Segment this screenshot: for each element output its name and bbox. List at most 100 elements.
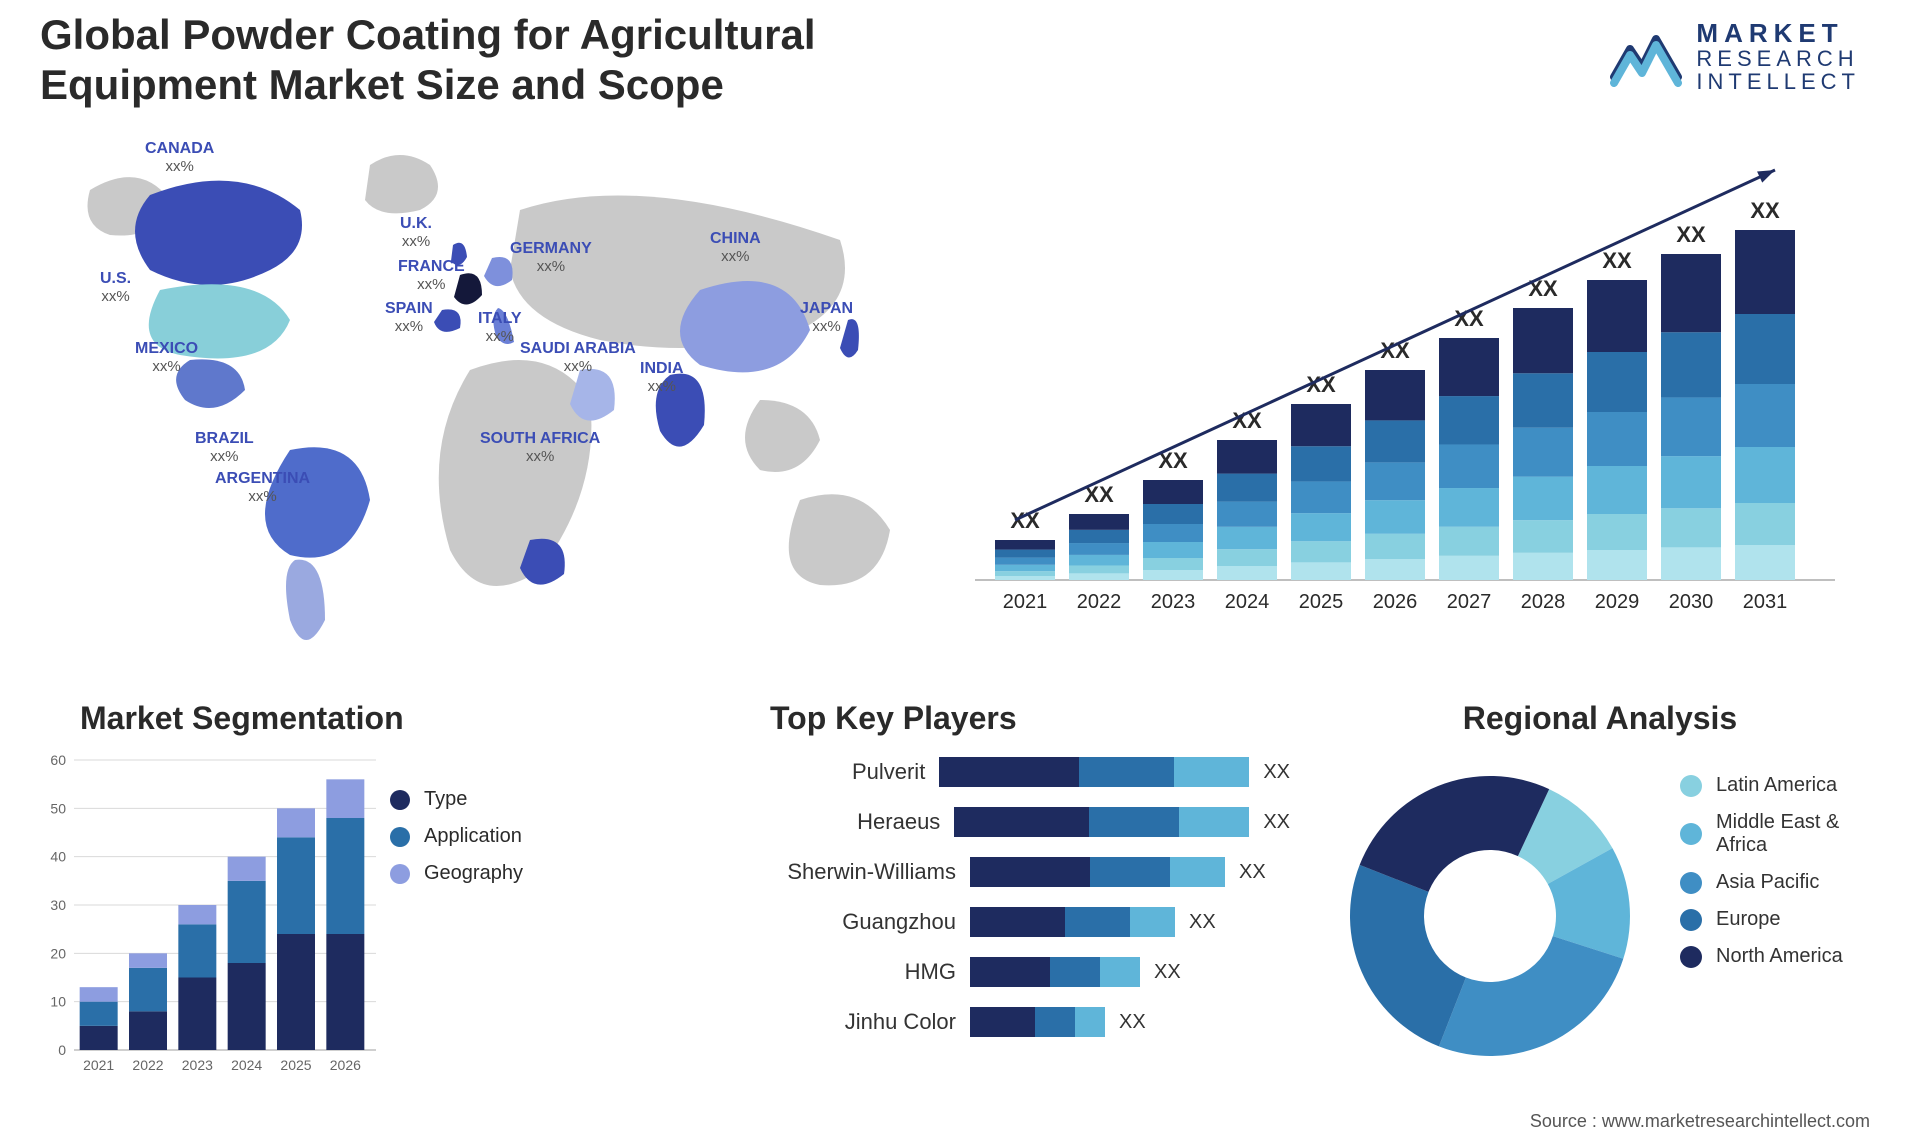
player-value: XX [1263, 811, 1290, 834]
svg-text:2025: 2025 [1299, 591, 1344, 613]
segmentation-title: Market Segmentation [80, 700, 600, 737]
segmentation-chart-svg: 0102030405060202120222023202420252026 [40, 750, 380, 1080]
legend-swatch-icon [1680, 823, 1702, 845]
growth-chart-svg: XX2021XX2022XX2023XX2024XX2025XX2026XX20… [975, 150, 1835, 630]
player-bar-segment [1090, 857, 1170, 887]
legend-label: North America [1716, 945, 1843, 968]
legend-label: Geography [424, 862, 523, 885]
regional-title: Regional Analysis [1320, 700, 1880, 737]
player-bar-segment [1079, 757, 1174, 787]
player-row: GuangzhouXX [770, 901, 1290, 943]
source-line: Source : www.marketresearchintellect.com [1530, 1111, 1870, 1132]
player-bar [970, 957, 1140, 987]
svg-text:XX: XX [1676, 222, 1706, 247]
player-bar-segment [939, 757, 1079, 787]
player-value: XX [1119, 1011, 1146, 1034]
player-bar-segment [970, 1007, 1035, 1037]
legend-swatch-icon [390, 827, 410, 847]
player-row: Pulverit XX [770, 751, 1290, 793]
svg-text:2027: 2027 [1447, 591, 1492, 613]
svg-text:2022: 2022 [132, 1057, 163, 1073]
svg-text:0: 0 [58, 1042, 66, 1058]
player-bar-segment [1065, 907, 1130, 937]
player-name: HMG [770, 959, 970, 985]
player-value: XX [1154, 961, 1181, 984]
svg-text:2028: 2028 [1521, 591, 1566, 613]
svg-text:2023: 2023 [1151, 591, 1196, 613]
player-bar-segment [1089, 807, 1179, 837]
player-bar-segment [1130, 907, 1175, 937]
player-name: Sherwin-Williams [770, 859, 970, 885]
svg-text:2024: 2024 [1225, 591, 1270, 613]
legend-swatch-icon [1680, 872, 1702, 894]
player-value: XX [1263, 761, 1290, 784]
player-row: HMG XX [770, 951, 1290, 993]
regional-legend-item: Latin America [1680, 774, 1880, 797]
svg-text:2021: 2021 [83, 1057, 114, 1073]
player-bar-segment [970, 907, 1065, 937]
player-bar-segment [954, 807, 1089, 837]
svg-text:2021: 2021 [1003, 591, 1048, 613]
legend-label: Latin America [1716, 774, 1837, 797]
svg-text:2026: 2026 [1373, 591, 1418, 613]
player-name: Guangzhou [770, 909, 970, 935]
brand-logo: MARKET RESEARCH INTELLECT [1610, 20, 1860, 93]
svg-text:2030: 2030 [1669, 591, 1714, 613]
player-row: Jinhu ColorXX [770, 1001, 1290, 1043]
player-bar-segment [1179, 807, 1249, 837]
player-name: Pulverit [770, 759, 939, 785]
world-map-svg [40, 140, 940, 660]
regional-legend-item: North America [1680, 945, 1880, 968]
svg-text:2024: 2024 [231, 1057, 262, 1073]
legend-swatch-icon [390, 790, 410, 810]
legend-swatch-icon [390, 864, 410, 884]
svg-text:2029: 2029 [1595, 591, 1640, 613]
segmentation-legend: Type Application Geography [390, 774, 523, 899]
svg-text:30: 30 [50, 897, 66, 913]
player-bar-segment [970, 857, 1090, 887]
svg-text:2023: 2023 [182, 1057, 213, 1073]
player-bar-segment [970, 957, 1050, 987]
svg-text:50: 50 [50, 800, 66, 816]
segmentation-legend-item: Geography [390, 862, 523, 885]
player-bar-segment [1035, 1007, 1075, 1037]
svg-text:10: 10 [50, 994, 66, 1010]
player-name: Heraeus [770, 809, 954, 835]
player-row: Heraeus XX [770, 801, 1290, 843]
player-bar [954, 807, 1249, 837]
svg-text:2031: 2031 [1743, 591, 1788, 613]
regional-donut-svg [1320, 746, 1660, 1066]
regional-legend-item: Asia Pacific [1680, 871, 1880, 894]
player-bar-segment [1174, 757, 1249, 787]
market-segmentation: Market Segmentation 0 10 20 30 40 50 60 2021 202… [40, 700, 600, 1090]
player-bar [970, 1007, 1105, 1037]
svg-text:20: 20 [50, 945, 66, 961]
regional-legend-item: Europe [1680, 908, 1880, 931]
player-bar-segment [1075, 1007, 1105, 1037]
player-row: Sherwin-WilliamsXX [770, 851, 1290, 893]
legend-label: Application [424, 825, 522, 848]
regional-analysis: Regional Analysis Latin America Middle Ea… [1320, 700, 1880, 1090]
svg-text:2026: 2026 [330, 1057, 361, 1073]
legend-label: Middle East & Africa [1716, 811, 1880, 857]
top-key-players: Top Key Players Pulverit XX Heraeus XX Sherw… [770, 700, 1290, 1090]
brand-logo-line1: MARKET [1696, 20, 1860, 47]
page-title: Global Powder Coating for Agricultural E… [40, 10, 1000, 109]
players-title: Top Key Players [770, 700, 1290, 737]
player-bar-segment [1050, 957, 1100, 987]
legend-swatch-icon [1680, 946, 1702, 968]
svg-text:40: 40 [50, 849, 66, 865]
svg-text:2022: 2022 [1077, 591, 1122, 613]
player-bar-segment [1100, 957, 1140, 987]
legend-label: Asia Pacific [1716, 871, 1819, 894]
regional-legend-item: Middle East & Africa [1680, 811, 1880, 857]
player-bar [970, 907, 1175, 937]
svg-text:60: 60 [50, 752, 66, 768]
legend-swatch-icon [1680, 775, 1702, 797]
growth-chart: XX2021XX2022XX2023XX2024XX2025XX2026XX20… [975, 150, 1835, 630]
svg-text:XX: XX [1750, 198, 1780, 223]
player-bar [970, 857, 1225, 887]
brand-logo-line3: INTELLECT [1696, 70, 1860, 93]
svg-text:XX: XX [1528, 276, 1558, 301]
legend-label: Type [424, 788, 467, 811]
